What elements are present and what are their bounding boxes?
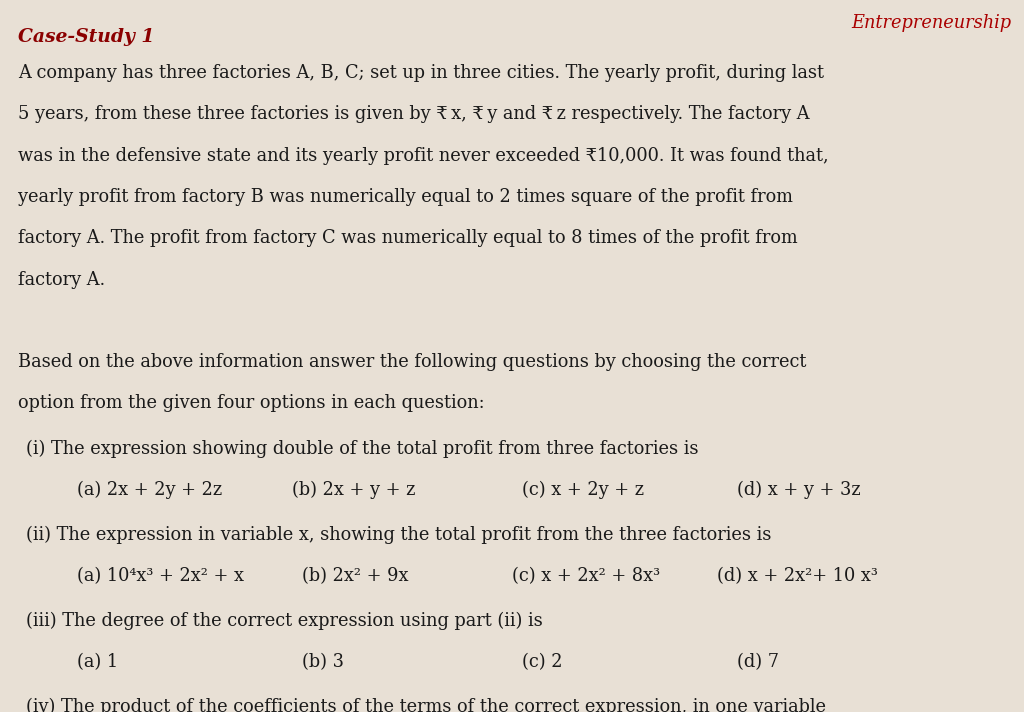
Text: (a) 2x + 2y + 2z: (a) 2x + 2y + 2z <box>77 481 222 499</box>
Text: Entrepreneurship: Entrepreneurship <box>852 14 1012 32</box>
Text: (b) 2x² + 9x: (b) 2x² + 9x <box>302 567 409 585</box>
Text: option from the given four options in each question:: option from the given four options in ea… <box>18 394 485 412</box>
Text: 5 years, from these three factories is given by ₹ x, ₹ y and ₹ z respectively. T: 5 years, from these three factories is g… <box>18 105 810 123</box>
Text: Case-Study 1: Case-Study 1 <box>18 28 155 46</box>
Text: (b) 2x + y + z: (b) 2x + y + z <box>292 481 415 499</box>
Text: yearly profit from factory B was numerically equal to 2 times square of the prof: yearly profit from factory B was numeric… <box>18 188 794 206</box>
Text: (a) 1: (a) 1 <box>77 653 118 671</box>
Text: A company has three factories A, B, C; set up in three cities. The yearly profit: A company has three factories A, B, C; s… <box>18 64 824 82</box>
Text: was in the defensive state and its yearly profit never exceeded ₹10,000. It was : was in the defensive state and its yearl… <box>18 147 829 164</box>
Text: (a) 10⁴x³ + 2x² + x: (a) 10⁴x³ + 2x² + x <box>77 567 244 585</box>
Text: Based on the above information answer the following questions by choosing the co: Based on the above information answer th… <box>18 353 807 371</box>
Text: (d) x + 2x²+ 10 x³: (d) x + 2x²+ 10 x³ <box>717 567 878 585</box>
Text: (ii) The expression in variable x, showing the total profit from the three facto: (ii) The expression in variable x, showi… <box>26 525 771 544</box>
Text: (i) The expression showing double of the total profit from three factories is: (i) The expression showing double of the… <box>26 439 698 458</box>
Text: (d) x + y + 3z: (d) x + y + 3z <box>737 481 861 499</box>
Text: (d) 7: (d) 7 <box>737 653 779 671</box>
Text: (iv) The product of the coefficients of the terms of the correct expression, in : (iv) The product of the coefficients of … <box>26 698 825 712</box>
Text: factory A. The profit from factory C was numerically equal to 8 times of the pro: factory A. The profit from factory C was… <box>18 229 798 247</box>
Text: (iii) The degree of the correct expression using part (ii) is: (iii) The degree of the correct expressi… <box>26 612 543 630</box>
Text: (c) 2: (c) 2 <box>522 653 563 671</box>
Text: (c) x + 2y + z: (c) x + 2y + z <box>522 481 644 499</box>
Text: (c) x + 2x² + 8x³: (c) x + 2x² + 8x³ <box>512 567 660 585</box>
Text: (b) 3: (b) 3 <box>302 653 344 671</box>
Text: factory A.: factory A. <box>18 271 105 288</box>
